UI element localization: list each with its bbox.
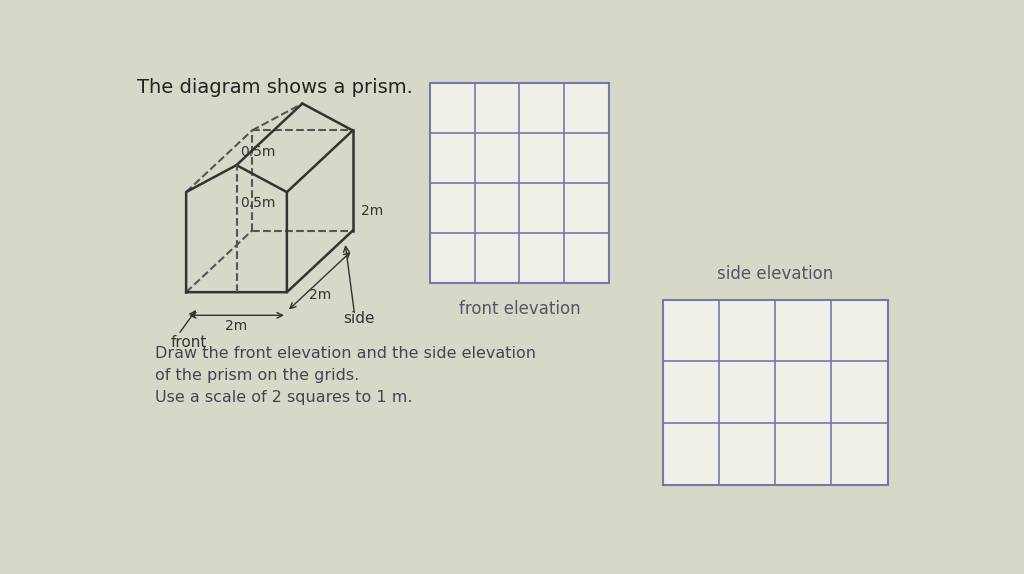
Polygon shape	[663, 300, 888, 484]
Text: Draw the front elevation and the side elevation
of the prism on the grids.
Use a: Draw the front elevation and the side el…	[155, 346, 537, 405]
Text: 2m: 2m	[360, 204, 383, 218]
Text: The diagram shows a prism.: The diagram shows a prism.	[137, 78, 413, 97]
Text: 0.5m: 0.5m	[241, 145, 275, 159]
Text: side elevation: side elevation	[717, 265, 834, 283]
Text: 0.5m: 0.5m	[241, 196, 275, 210]
Text: front elevation: front elevation	[459, 300, 581, 318]
Text: 2m: 2m	[225, 319, 248, 333]
Polygon shape	[430, 83, 608, 283]
Text: side: side	[343, 312, 375, 327]
Text: 2m: 2m	[308, 288, 331, 302]
Text: front: front	[171, 335, 207, 350]
